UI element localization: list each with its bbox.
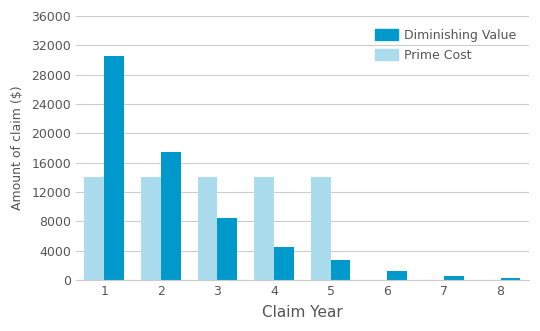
Bar [501, 278, 521, 280]
Y-axis label: Amount of claim ($): Amount of claim ($) [11, 86, 24, 211]
Bar [387, 271, 407, 280]
Bar [254, 177, 274, 280]
Bar [274, 247, 294, 280]
Bar [161, 152, 180, 280]
Bar [198, 177, 218, 280]
Legend: Diminishing Value, Prime Cost: Diminishing Value, Prime Cost [369, 23, 523, 69]
Bar [330, 260, 350, 280]
Bar [104, 57, 124, 280]
Bar [311, 177, 330, 280]
Bar [141, 177, 161, 280]
Bar [444, 276, 464, 280]
Bar [218, 218, 237, 280]
Bar [84, 177, 104, 280]
X-axis label: Claim Year: Claim Year [262, 305, 343, 320]
